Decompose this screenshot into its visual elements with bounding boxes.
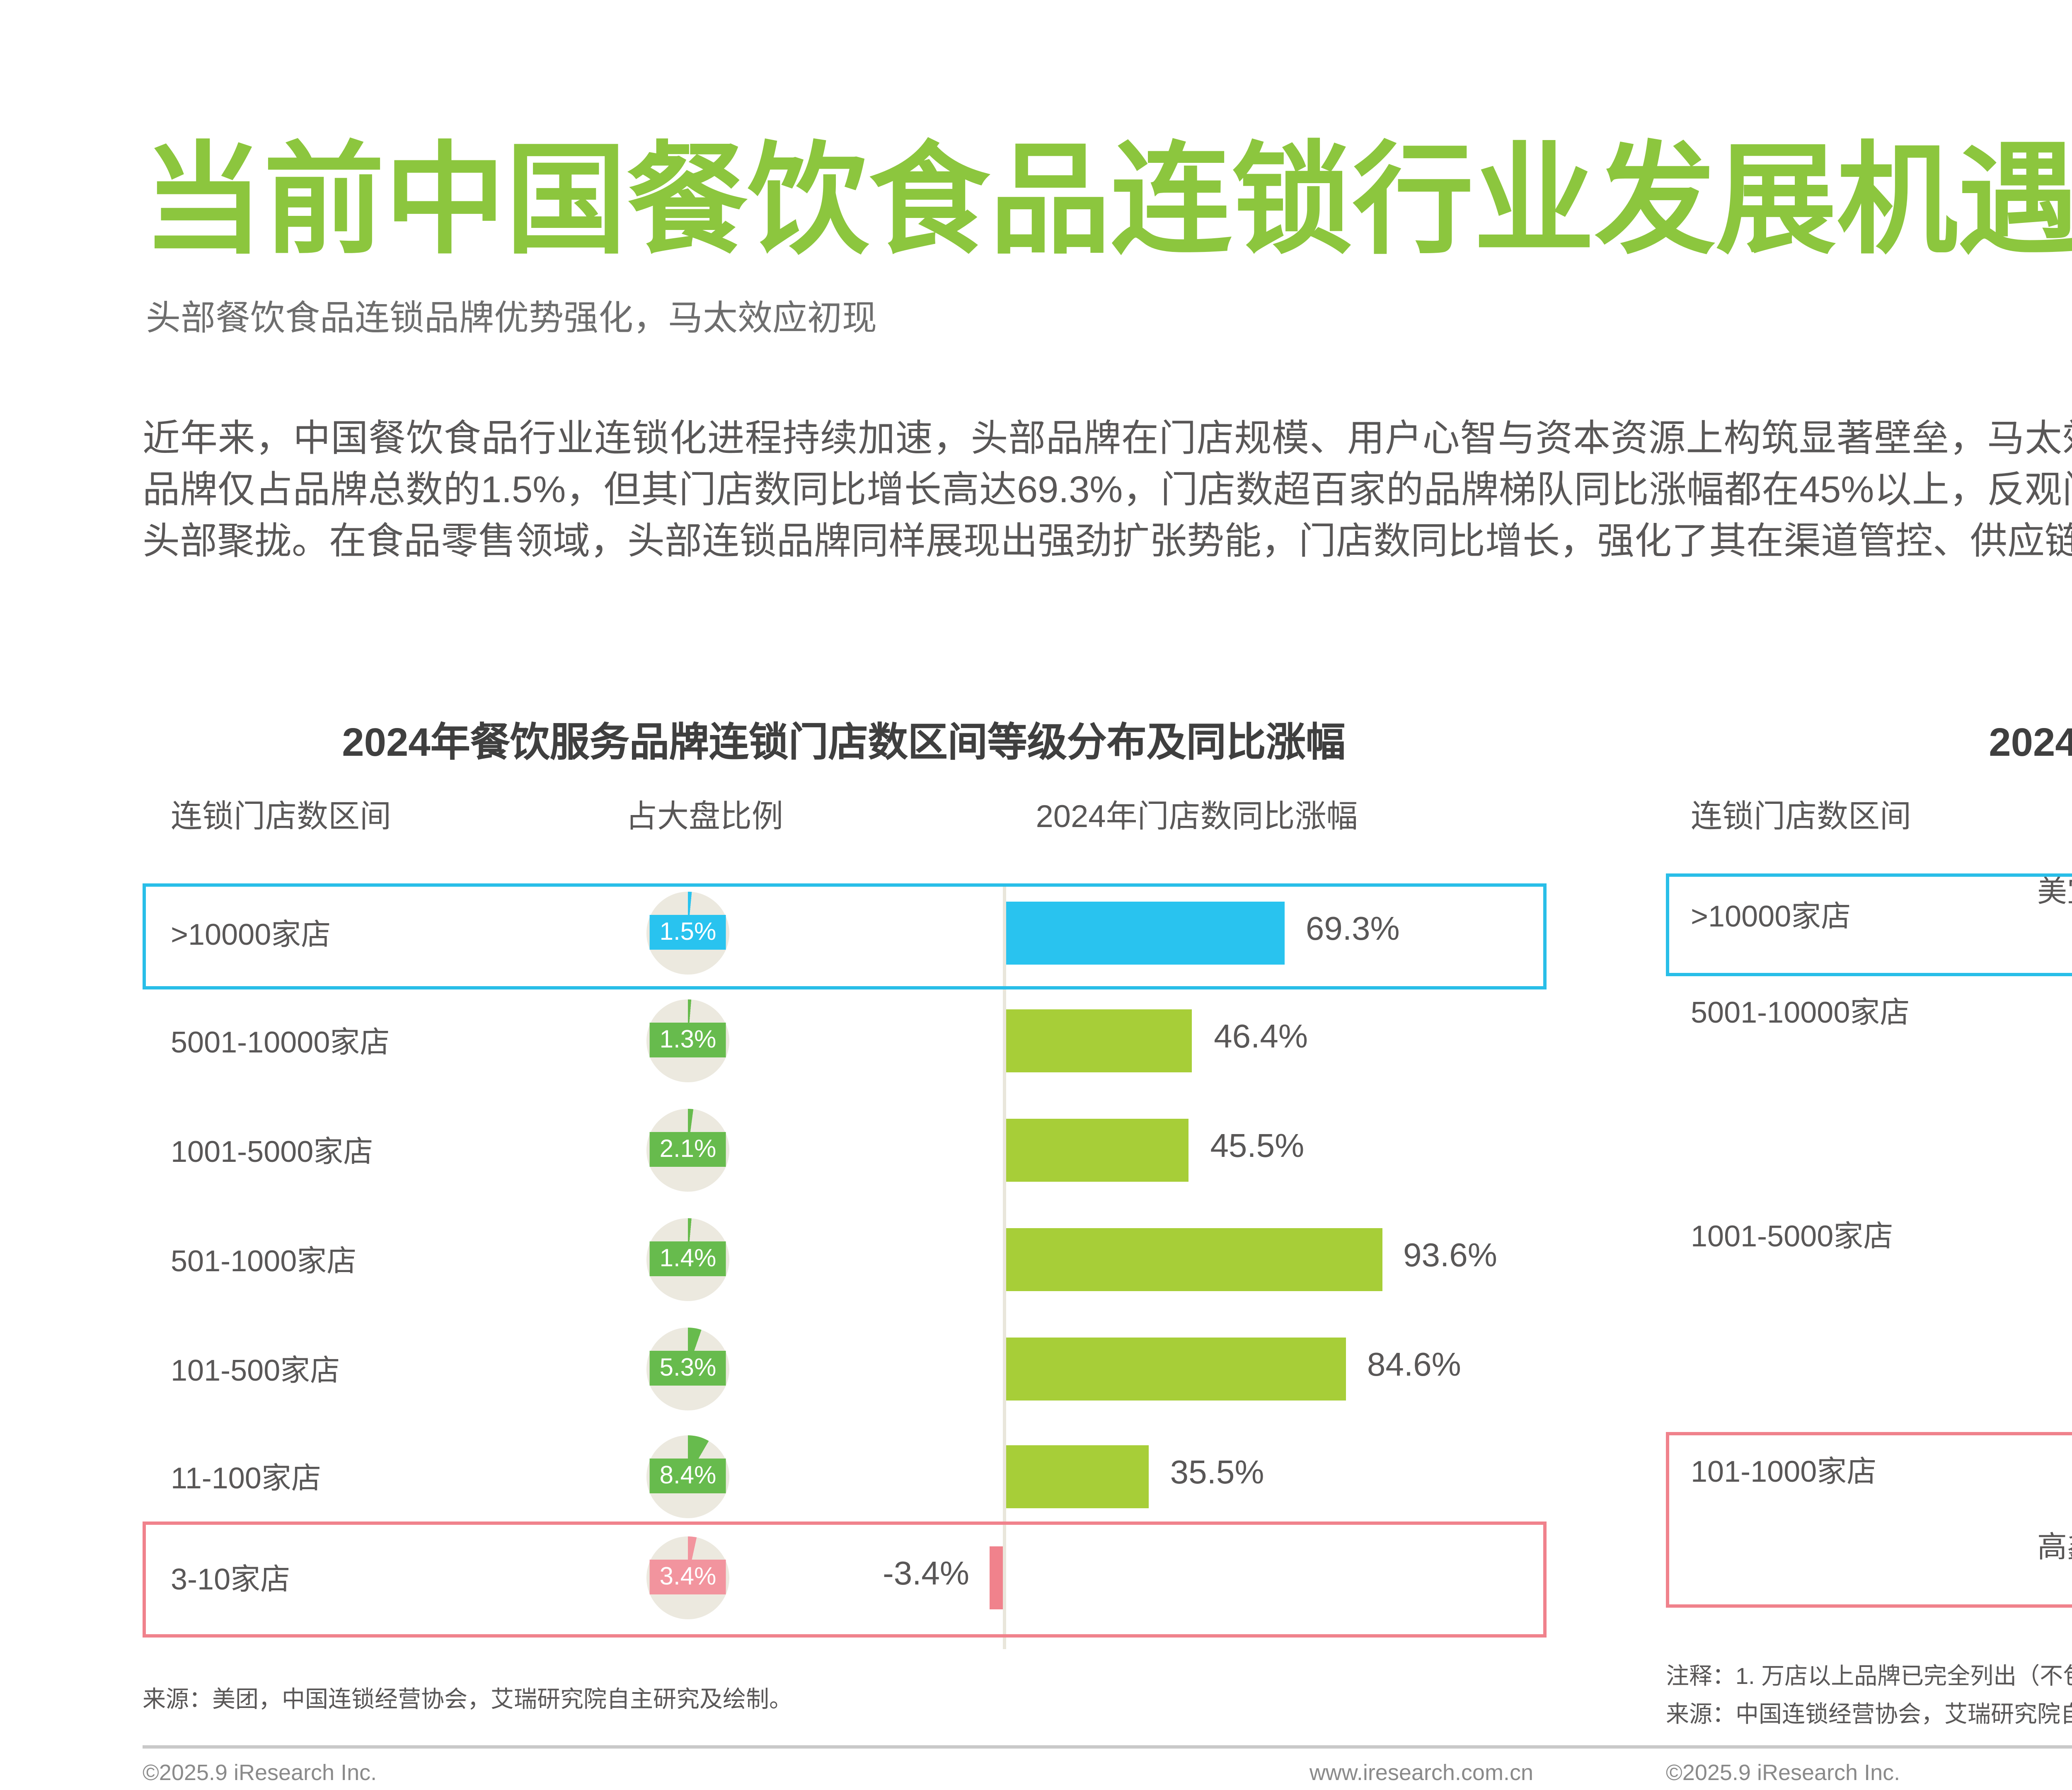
range-label: 5001-10000家店	[1691, 996, 1910, 1029]
share-badge: 8.4%	[649, 1459, 726, 1493]
footer-website-left: www.iresearch.com.cn	[1309, 1760, 1533, 1785]
growth-value: 93.6%	[1403, 1238, 1497, 1275]
left-chart-axis	[1003, 883, 1006, 1649]
growth-bar	[1006, 1338, 1346, 1401]
growth-value: 84.6%	[1367, 1347, 1461, 1384]
right-chart-source: 来源：中国连锁经营协会，艾瑞研究院自主研究及绘制。	[1666, 1700, 2072, 1727]
brand-label: 美宜佳、鸣鸣很忙、 锅圈食汇	[2037, 875, 2072, 908]
share-badge: 3.4%	[649, 1560, 726, 1594]
right-chart-note: 注释：1. 万店以上品牌已完全列出（不包含石油系），其他门店数区间的品牌仅展示区…	[1666, 1662, 2072, 1689]
left-header-range: 连锁门店数区间	[171, 801, 392, 835]
range-label: 5001-10000家店	[171, 1026, 390, 1059]
range-label: 1001-5000家店	[171, 1135, 373, 1168]
range-label: 101-1000家店	[1691, 1455, 1877, 1488]
footer-divider	[143, 1745, 2072, 1749]
growth-value: 45.5%	[1210, 1129, 1305, 1165]
share-badge: 2.1%	[649, 1132, 726, 1167]
highlight-box-red-left	[143, 1522, 1547, 1638]
page-title: 当前中国餐饮食品连锁行业发展机遇与挑战	[143, 134, 2072, 268]
growth-bar	[989, 1546, 1003, 1609]
range-label: 101-500家店	[171, 1354, 340, 1387]
range-label: 11-100家店	[171, 1462, 321, 1495]
left-chart-title: 2024年餐饮服务品牌连锁门店数区间等级分布及同比涨幅	[342, 721, 1346, 766]
growth-bar	[1006, 1119, 1189, 1182]
body-paragraph: 近年来，中国餐饮食品行业连锁化进程持续加速，头部品牌在门店规模、用户心智与资本资…	[143, 418, 2072, 561]
share-badge: 1.3%	[649, 1023, 726, 1057]
growth-bar	[1006, 1009, 1193, 1072]
growth-value: 69.3%	[1305, 912, 1400, 948]
right-chart-title: 2024年食品零售品牌连锁门店数及同比涨幅	[1989, 721, 2072, 766]
footer-copyright-left: ©2025.9 iResearch Inc.	[143, 1760, 377, 1785]
brand-label: 高鑫零售（大润发）	[2037, 1531, 2072, 1564]
growth-value: 35.5%	[1170, 1455, 1264, 1492]
footer-copyright-right: ©2025.9 iResearch Inc.	[1666, 1760, 1900, 1785]
range-label: 1001-5000家店	[1691, 1220, 1893, 1253]
growth-bar	[1006, 902, 1284, 965]
share-badge: 1.5%	[649, 915, 726, 950]
left-header-share: 占大盘比例	[625, 801, 784, 835]
growth-bar	[1006, 1445, 1149, 1508]
growth-value: 46.4%	[1214, 1019, 1308, 1056]
range-label: 501-1000家店	[171, 1245, 357, 1278]
growth-bar	[1006, 1228, 1382, 1291]
share-badge: 1.4%	[649, 1241, 726, 1276]
share-badge: 5.3%	[649, 1351, 726, 1386]
left-header-growth: 2024年门店数同比涨幅	[1036, 801, 1358, 835]
range-label: >10000家店	[171, 918, 331, 951]
page-subtitle: 头部餐饮食品连锁品牌优势强化，马太效应初现	[146, 300, 877, 338]
left-chart-source: 来源：美团，中国连锁经营协会，艾瑞研究院自主研究及绘制。	[143, 1686, 792, 1712]
right-header-range: 连锁门店数区间	[1691, 801, 1912, 835]
growth-value: -3.4%	[883, 1556, 970, 1593]
range-label: >10000家店	[1691, 900, 1851, 933]
range-label: 3-10家店	[171, 1563, 290, 1596]
